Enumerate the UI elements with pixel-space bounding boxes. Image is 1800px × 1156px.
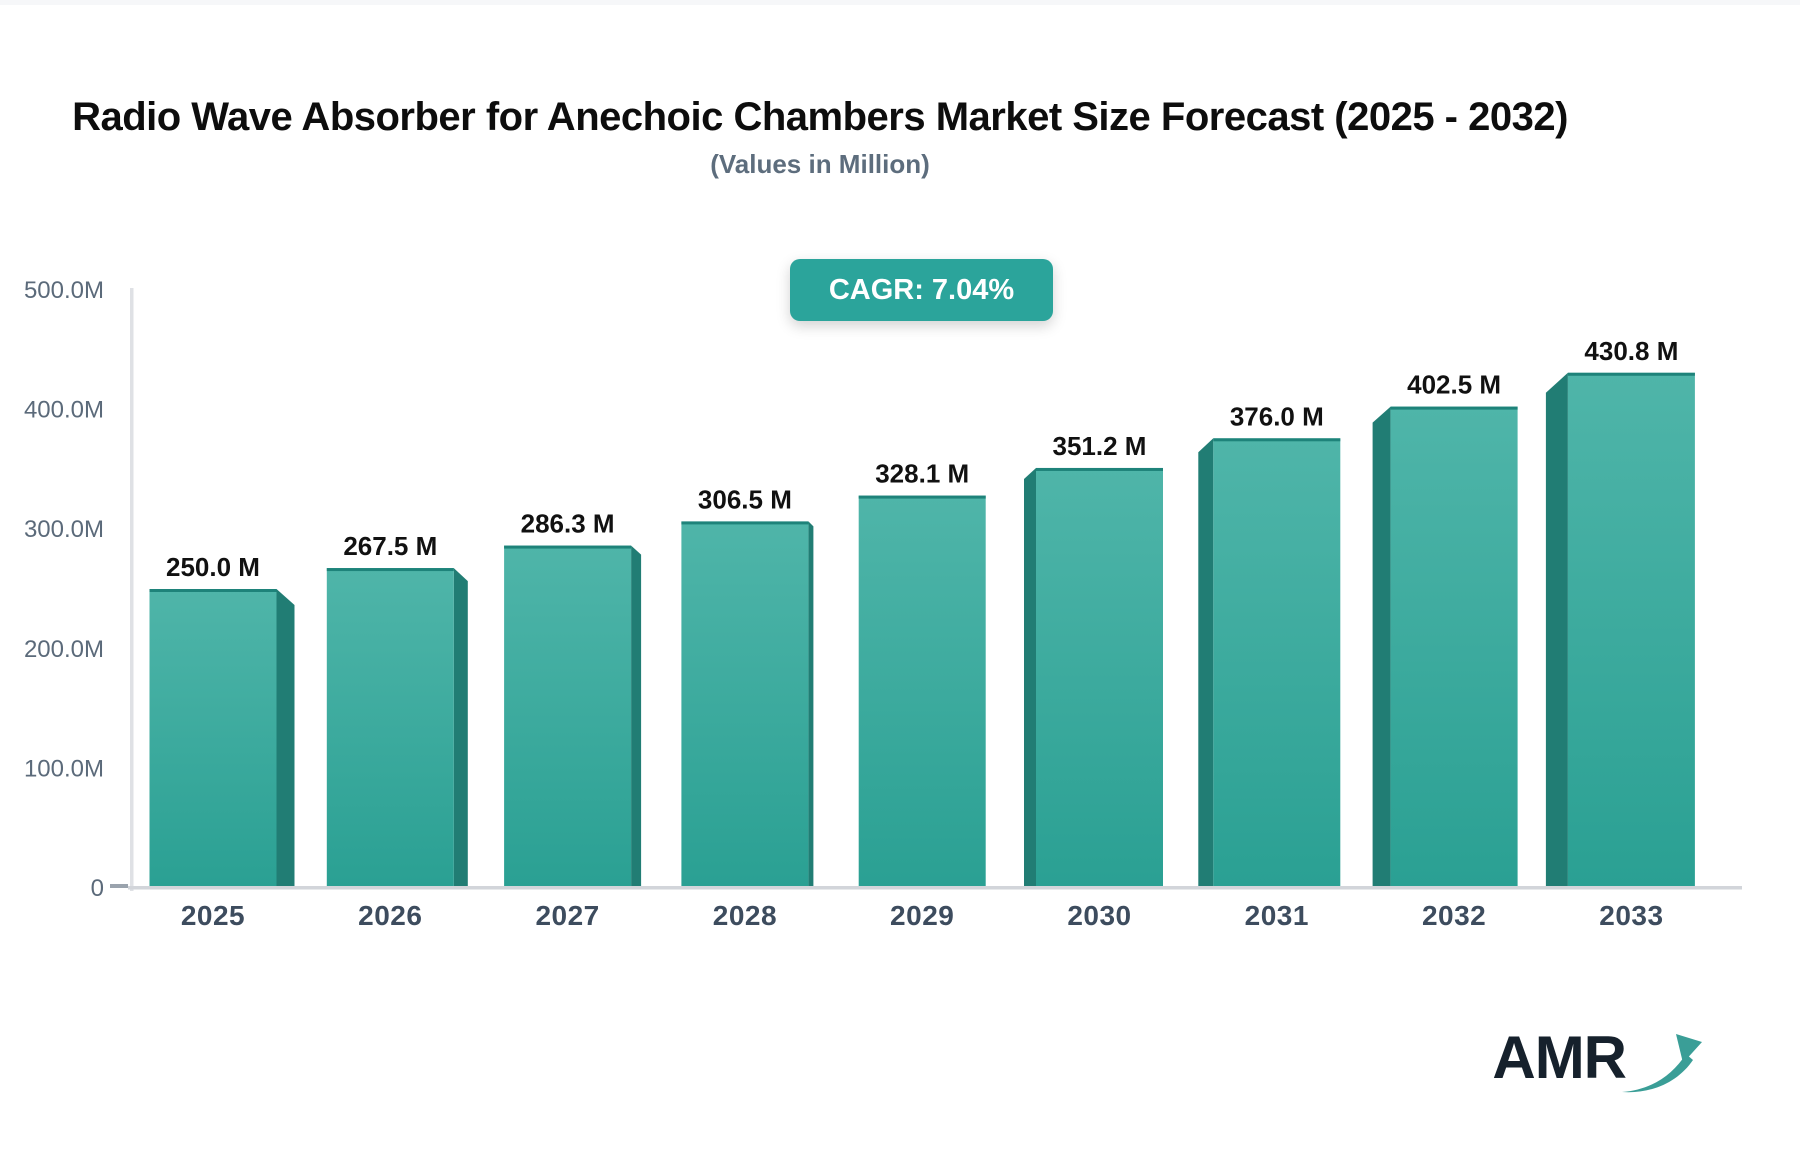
bar-front-face — [1567, 372, 1695, 889]
bar-side-face — [276, 589, 295, 888]
bar-value-label: 376.0 M — [1230, 401, 1324, 431]
bar-2029[interactable]: 328.1 M — [858, 459, 986, 888]
cagr-badge-label: CAGR: 7.04% — [828, 273, 1015, 306]
bar-top-edge — [681, 521, 809, 525]
bar-front-face — [858, 495, 986, 888]
bar-front-face — [681, 521, 809, 888]
amr-logo: AMR — [1492, 1028, 1704, 1094]
bar-2025[interactable]: 250.0 M — [149, 552, 295, 888]
x-tick-label: 2031 — [1245, 900, 1309, 931]
bar-side-face — [1372, 406, 1391, 888]
bar-2031[interactable]: 376.0 M — [1198, 401, 1341, 888]
bar-2027[interactable]: 286.3 M — [504, 509, 642, 888]
bar-top-edge — [504, 545, 632, 549]
x-tick-label: 2029 — [890, 900, 954, 931]
bar-front-face — [504, 545, 632, 888]
y-tick-label: 300.0M — [24, 516, 104, 543]
y-tick-label: 200.0M — [24, 636, 104, 663]
zero-tick-mark — [110, 884, 128, 888]
bar-front-face — [1213, 438, 1341, 888]
bar-2026[interactable]: 267.5 M — [326, 531, 468, 888]
bar-side-face — [1024, 467, 1036, 888]
chart-title: Radio Wave Absorber for Anechoic Chamber… — [72, 95, 1568, 139]
bar-value-label: 306.5 M — [698, 484, 792, 514]
bar-value-label: 328.1 M — [875, 459, 969, 489]
bar-side-face — [1198, 438, 1214, 888]
bar-top-edge — [1567, 372, 1695, 376]
amr-logo-text: AMR — [1492, 1024, 1627, 1091]
chart-subtitle: (Values in Million) — [710, 149, 930, 179]
bar-front-face — [326, 568, 454, 888]
bar-front-face — [1036, 467, 1163, 888]
bar-side-face — [631, 545, 642, 888]
bar-value-label: 267.5 M — [343, 531, 437, 561]
x-tick-label: 2026 — [358, 900, 422, 931]
y-tick-label: 100.0M — [24, 755, 104, 782]
growth-arrow-icon — [1622, 1034, 1702, 1093]
y-axis-line — [130, 288, 134, 891]
bar-top-edge — [1036, 467, 1163, 471]
bar-value-label: 402.5 M — [1407, 370, 1501, 400]
bar-2033[interactable]: 430.8 M — [1545, 336, 1695, 889]
bar-2028[interactable]: 306.5 M — [681, 484, 814, 888]
bar-side-face — [453, 568, 468, 888]
top-strip — [0, 0, 1800, 5]
bar-top-edge — [1390, 406, 1518, 410]
x-tick-label: 2033 — [1599, 900, 1663, 931]
y-tick-label: 500.0M — [24, 277, 104, 304]
bar-value-label: 286.3 M — [521, 509, 615, 539]
bar-front-face — [1390, 406, 1518, 888]
plot-area: 0 100.0M 200.0M 300.0M 400.0M 500.0M 250.0 M 20… — [24, 277, 1742, 931]
bar-top-edge — [1213, 438, 1341, 442]
x-axis-line — [128, 886, 1742, 890]
bar-top-edge — [149, 589, 277, 592]
bar-value-label: 430.8 M — [1584, 336, 1678, 366]
bar-value-label: 250.0 M — [166, 552, 260, 582]
x-tick-label: 2030 — [1067, 900, 1131, 931]
bar-side-face — [1545, 372, 1568, 889]
bar-value-label: 351.2 M — [1053, 431, 1147, 461]
x-tick-label: 2028 — [713, 900, 777, 931]
cagr-badge: CAGR: 7.04% — [790, 259, 1053, 321]
x-tick-label: 2025 — [181, 900, 245, 931]
bar-top-edge — [858, 495, 986, 499]
y-tick-label: 400.0M — [24, 397, 104, 424]
bar-top-edge — [326, 568, 454, 572]
x-tick-label: 2032 — [1422, 900, 1486, 931]
y-tick-label: 0 — [91, 875, 104, 902]
bar-front-face — [149, 589, 277, 888]
x-tick-label: 2027 — [535, 900, 599, 931]
bar-side-face — [808, 521, 814, 888]
bar-2030[interactable]: 351.2 M — [1024, 431, 1163, 888]
bar-2032[interactable]: 402.5 M — [1372, 370, 1518, 888]
